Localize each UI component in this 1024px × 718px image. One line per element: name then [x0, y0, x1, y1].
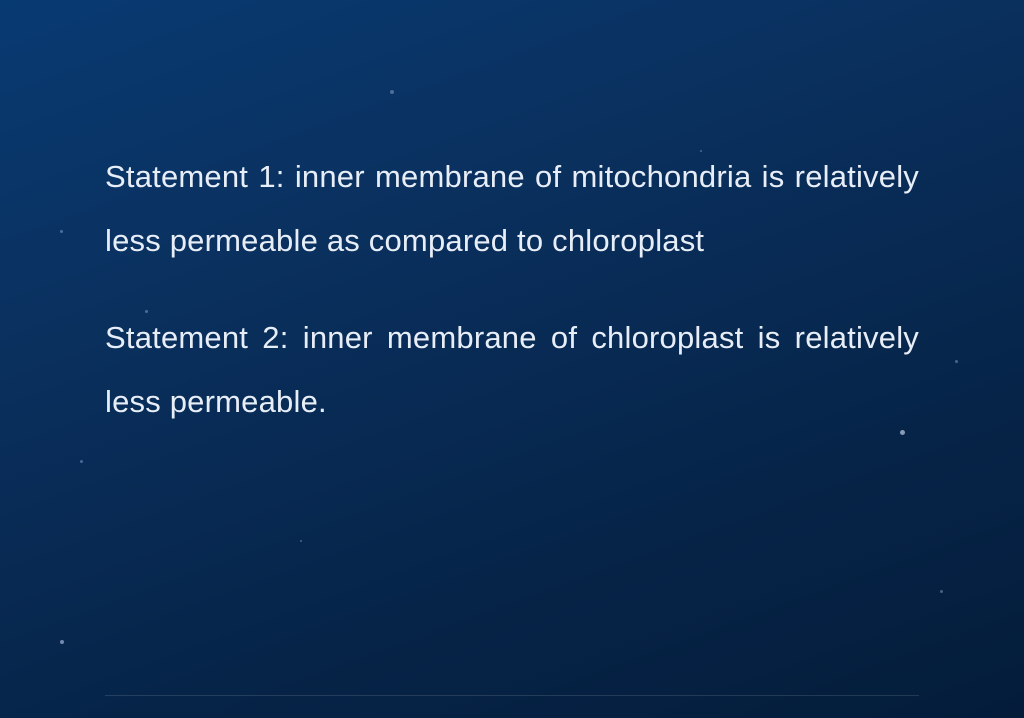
particle — [60, 230, 63, 233]
particle — [390, 90, 394, 94]
particle — [955, 360, 958, 363]
statement-2: Statement 2: inner membrane of chloropla… — [105, 306, 919, 433]
particle — [60, 640, 64, 644]
slide-content: Statement 1: inner membrane of mitochond… — [105, 145, 919, 467]
particle — [940, 590, 943, 593]
bottom-divider — [105, 695, 919, 696]
particle — [80, 460, 83, 463]
particle — [300, 540, 302, 542]
statement-1: Statement 1: inner membrane of mitochond… — [105, 145, 919, 272]
